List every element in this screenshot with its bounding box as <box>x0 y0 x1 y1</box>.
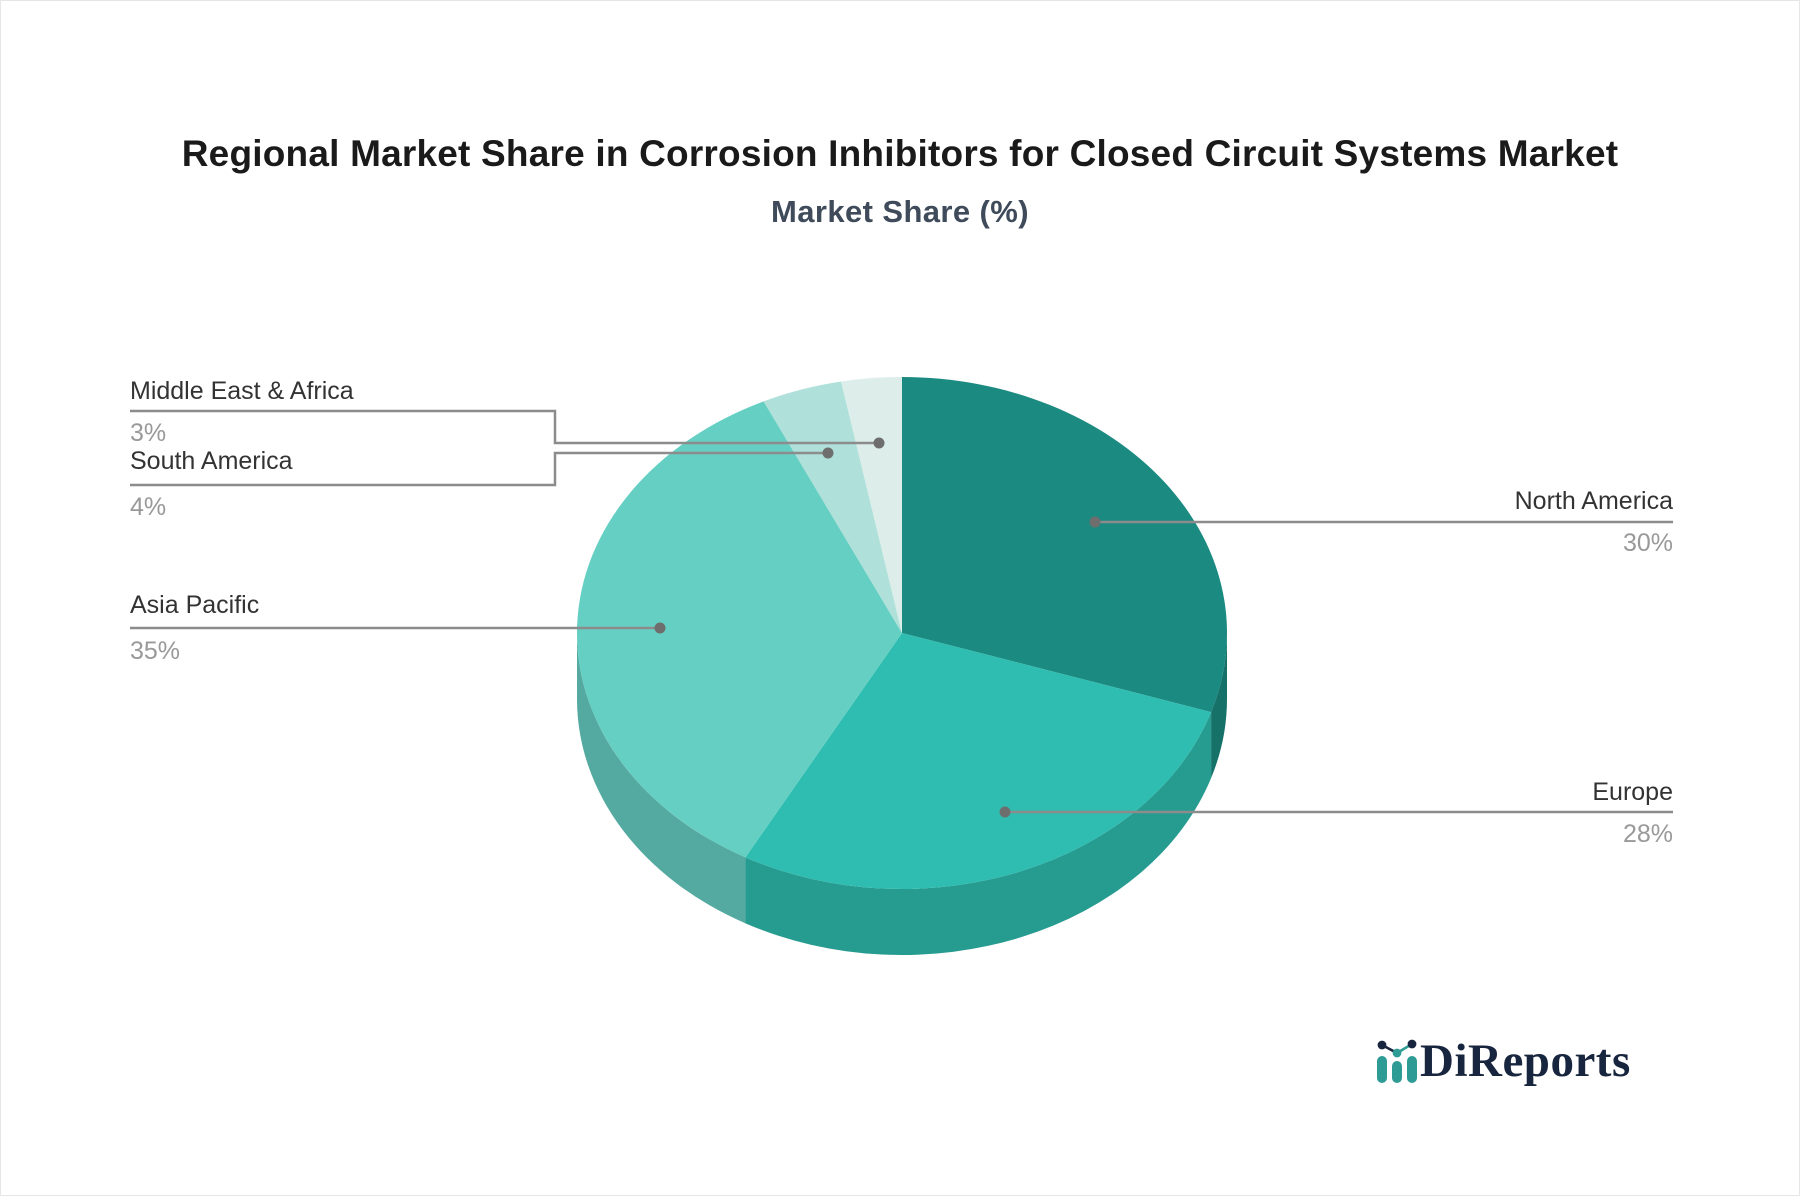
label-asia-pacific: Asia Pacific <box>130 591 260 619</box>
leader-line-middle-east-africa <box>130 409 879 445</box>
label-middle-east-africa: Middle East & Africa <box>130 377 354 405</box>
logo-dot-middle <box>1392 1048 1402 1058</box>
pie-slice-south-america[interactable] <box>763 381 902 633</box>
pie-slice-side-europe <box>745 712 1212 955</box>
pie-slice-side-north-america <box>1211 633 1227 779</box>
logo-bar-left <box>1377 1056 1387 1083</box>
leader-line-south-america <box>130 451 828 487</box>
label-north-america: North America <box>1514 487 1673 515</box>
pie-slice-middle-east-africa[interactable] <box>841 377 902 633</box>
direports-logo: DiReports <box>1370 1032 1670 1112</box>
pct-middle-east-africa: 3% <box>130 419 167 447</box>
chart-subtitle: Market Share (%) <box>771 194 1029 229</box>
pie-slice-side-asia-pacific <box>577 633 746 924</box>
leader-dot-middle-east-africa <box>873 437 885 449</box>
direports-logo-text: DiReports <box>1420 1035 1631 1087</box>
logo-bar-middle <box>1392 1061 1402 1083</box>
logo-bar-right <box>1407 1056 1417 1083</box>
label-south-america: South America <box>130 447 293 475</box>
direports-logo-icon <box>1377 1039 1417 1083</box>
pie-slice-europe[interactable] <box>745 633 1212 889</box>
pct-north-america: 30% <box>1622 529 1673 557</box>
pct-europe: 28% <box>1622 820 1673 848</box>
logo-dot-right <box>1407 1039 1417 1049</box>
leader-dot-south-america <box>822 447 834 459</box>
logo-dot-left <box>1377 1040 1387 1050</box>
leader-dot-asia-pacific <box>654 622 666 634</box>
chart-title: Regional Market Share in Corrosion Inhib… <box>181 133 1619 174</box>
leader-dot-north-america <box>1089 516 1101 528</box>
pct-south-america: 4% <box>130 493 167 521</box>
label-europe: Europe <box>1592 778 1673 806</box>
pct-asia-pacific: 35% <box>130 637 181 665</box>
pie-slice-north-america[interactable] <box>902 377 1227 713</box>
pie-slice-asia-pacific[interactable] <box>577 401 902 858</box>
leader-dot-europe <box>999 806 1011 818</box>
